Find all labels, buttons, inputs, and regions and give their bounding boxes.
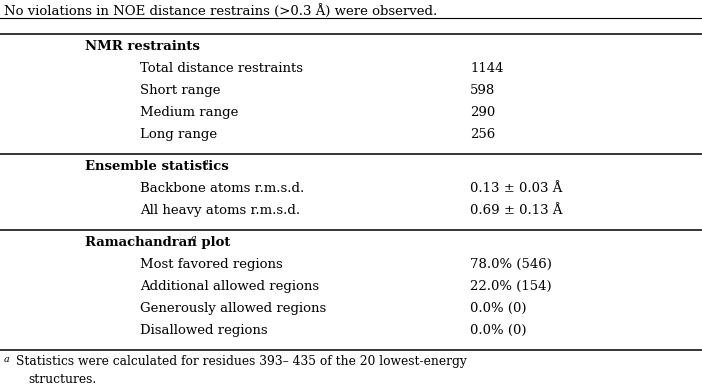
Text: Ramachandran plot: Ramachandran plot [85,236,230,249]
Text: 78.0% (546): 78.0% (546) [470,258,552,271]
Text: Most favored regions: Most favored regions [140,258,283,271]
Text: Short range: Short range [140,84,220,97]
Text: structures.: structures. [28,373,96,386]
Text: a: a [4,355,10,364]
Text: 0.0% (0): 0.0% (0) [470,302,526,315]
Text: Long range: Long range [140,128,217,141]
Text: NMR restraints: NMR restraints [85,40,200,53]
Text: 22.0% (154): 22.0% (154) [470,280,552,293]
Text: a: a [203,158,208,167]
Text: 1144: 1144 [470,62,503,75]
Text: 256: 256 [470,128,495,141]
Text: Backbone atoms r.m.s.d.: Backbone atoms r.m.s.d. [140,182,304,195]
Text: Disallowed regions: Disallowed regions [140,324,267,337]
Text: Additional allowed regions: Additional allowed regions [140,280,319,293]
Text: 0.13 ± 0.03 Å: 0.13 ± 0.03 Å [470,182,562,195]
Text: a: a [191,234,197,243]
Text: Total distance restraints: Total distance restraints [140,62,303,75]
Text: All heavy atoms r.m.s.d.: All heavy atoms r.m.s.d. [140,204,300,217]
Text: 0.69 ± 0.13 Å: 0.69 ± 0.13 Å [470,204,562,217]
Text: 598: 598 [470,84,495,97]
Text: 290: 290 [470,106,495,119]
Text: No violations in NOE distance restrains (>0.3 Å) were observed.: No violations in NOE distance restrains … [4,4,437,18]
Text: Generously allowed regions: Generously allowed regions [140,302,326,315]
Text: 0.0% (0): 0.0% (0) [470,324,526,337]
Text: Statistics were calculated for residues 393– 435 of the 20 lowest-energy: Statistics were calculated for residues … [16,355,467,368]
Text: Ensemble statistics: Ensemble statistics [85,160,229,173]
Text: Medium range: Medium range [140,106,239,119]
